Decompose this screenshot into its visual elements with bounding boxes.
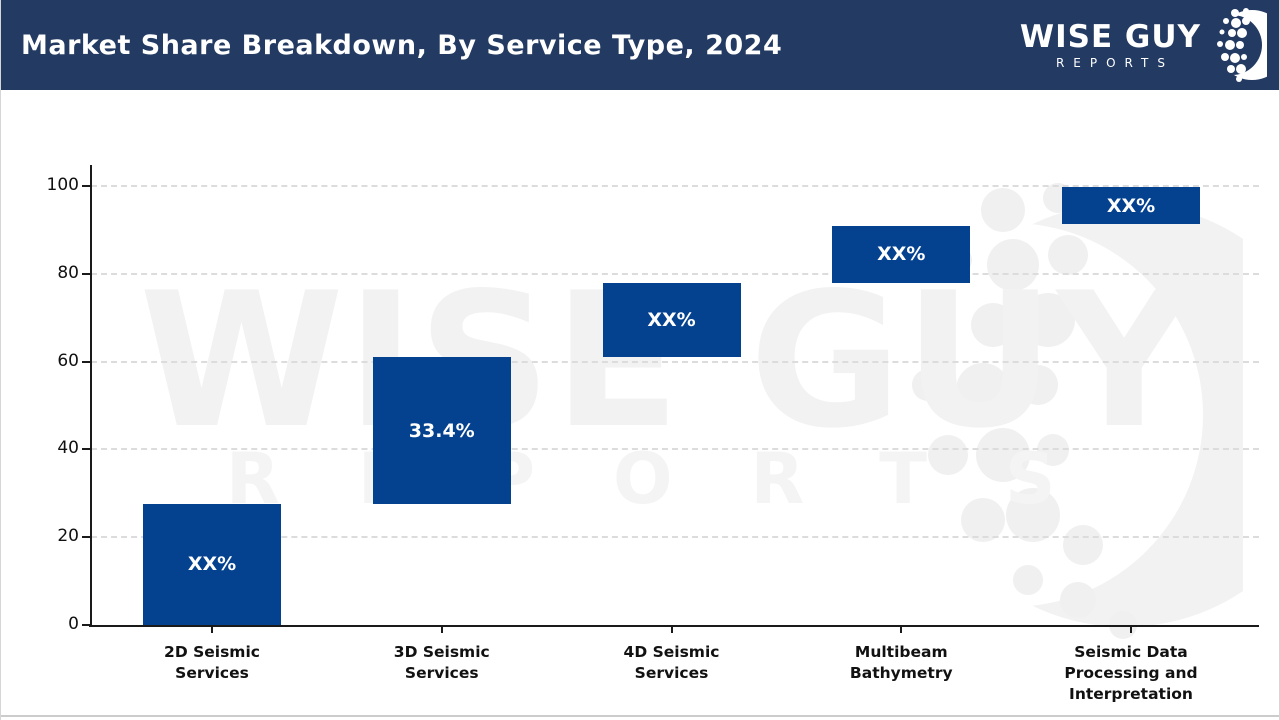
logo-wordmark: WISE GUY [1019,18,1201,55]
category-label-line: Bathymetry [849,663,953,682]
category-label-line: Interpretation [1069,684,1193,703]
x-axis-line [89,625,1259,627]
y-tick-mark-40 [82,448,91,451]
y-tick-label-60: 60 [57,350,79,371]
y-axis-line [90,165,92,627]
bar-value-label: XX% [647,309,696,332]
category-label-line: 2D Seismic [164,643,260,661]
y-tick-label-20: 20 [57,526,79,547]
bar-segment: XX% [832,225,971,284]
bar-segment: XX% [602,283,741,358]
category-label-line: Multibeam [854,643,948,661]
gridline-100 [91,185,1259,187]
y-tick-label-100: 100 [46,175,79,195]
y-tick-mark-0 [82,624,91,626]
x-tick-mark [211,625,213,633]
y-tick-mark-20 [82,536,91,539]
category-label: 3D Seismic Services [327,642,557,684]
logo-subtext: REPORTS [1055,55,1174,70]
bar-value-label: XX% [877,243,926,266]
bar-segment: XX% [1062,186,1200,225]
category-label-line: Processing and [1064,663,1198,682]
bar-value-label: XX% [1106,194,1156,217]
category-label-line: Seismic Data [1074,643,1188,661]
watermark-face-icon [853,183,1243,639]
gridline-20 [91,536,1259,539]
category-label-line: Services [404,663,479,682]
gridline-60 [91,360,1259,363]
brand-logo: WISE GUY REPORTS [1019,5,1279,85]
bar-segment: 33.4% [372,357,511,504]
y-tick-label-80: 80 [57,262,79,283]
page-title: Market Share Breakdown, By Service Type,… [21,29,783,61]
category-label-line: Services [634,663,709,682]
y-tick-mark-80 [82,272,91,275]
category-label-line: Services [175,663,249,682]
watermark-wordmark: WISE GUY [139,252,1194,469]
x-tick-mark [900,625,903,633]
gridline-80 [91,272,1259,275]
y-tick-label-0: 0 [68,614,79,634]
brand-logo-text: WISE GUY REPORTS [1019,18,1201,70]
y-tick-mark-100 [82,185,91,187]
x-tick-mark [440,625,443,633]
category-label: 4D Seismic Services [557,642,787,684]
watermark-subtext: REPORTS [226,438,1134,520]
y-tick-label-40: 40 [57,438,79,459]
y-tick-mark-60 [82,360,91,363]
category-label-line: 3D Seismic [393,643,490,661]
logo-face-icon [1205,8,1267,82]
category-label: Multibeam Bathymetry [786,642,1016,684]
header-bar: Market Share Breakdown, By Service Type,… [1,0,1279,90]
category-label-line: 4D Seismic [623,643,720,661]
x-tick-mark [670,625,673,633]
page-bottom-border [1,715,1279,717]
x-tick-mark [1130,625,1132,633]
gridline-40 [91,448,1259,451]
bar-segment: XX% [143,503,281,625]
category-label: Seismic Data Processing and Interpretation [1016,642,1246,705]
category-label: 2D Seismic Services [97,642,327,684]
bar-value-label: 33.4% [408,419,475,442]
bar-value-label: XX% [187,553,237,576]
